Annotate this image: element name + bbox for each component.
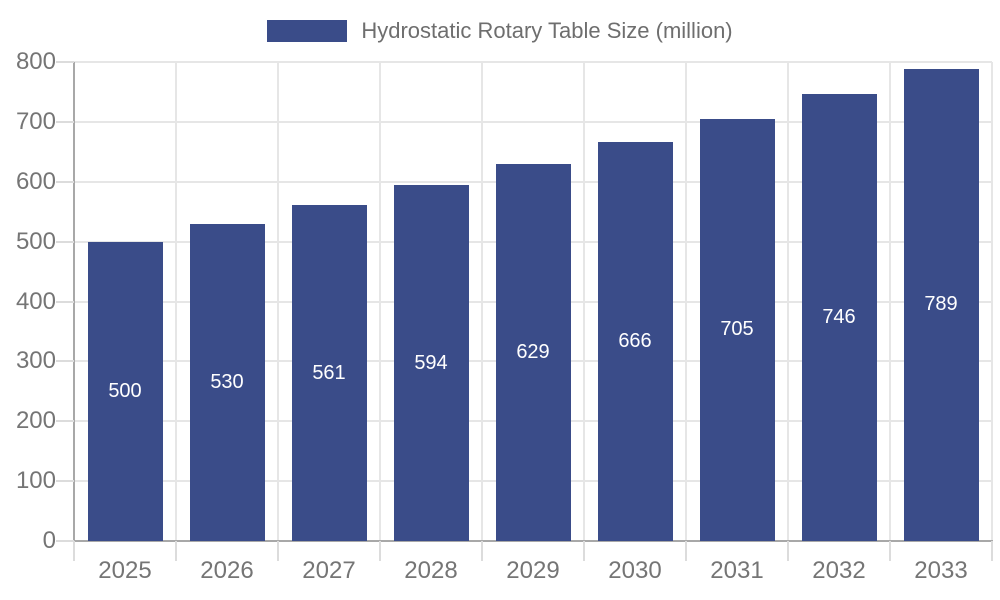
legend[interactable]: Hydrostatic Rotary Table Size (million) (0, 18, 1000, 44)
x-tick (73, 541, 75, 561)
x-tick (481, 541, 483, 561)
x-gridline (379, 62, 381, 541)
y-gridline (74, 61, 992, 63)
bar-value-label: 705 (720, 318, 754, 341)
y-tick (56, 300, 74, 303)
bar[interactable]: 500 (87, 241, 163, 541)
x-gridline (583, 62, 585, 541)
x-tick-label: 2025 (98, 557, 152, 584)
x-tick (277, 541, 279, 561)
x-tick-label: 2028 (404, 557, 458, 584)
bar-value-label: 666 (618, 330, 652, 353)
x-tick-label: 2032 (812, 557, 866, 584)
bar[interactable]: 594 (393, 185, 469, 541)
x-axis-line (73, 540, 993, 542)
y-tick-label: 100 (15, 467, 56, 495)
y-tick (56, 61, 74, 63)
x-tick-label: 2026 (200, 557, 254, 584)
x-gridline (277, 62, 279, 541)
y-tick-label: 0 (42, 527, 56, 554)
bar[interactable]: 705 (699, 118, 775, 541)
x-gridline (787, 62, 789, 541)
x-gridline (175, 62, 177, 541)
y-tick-label: 500 (15, 227, 56, 255)
x-tick (685, 541, 687, 561)
y-tick-label: 700 (15, 107, 56, 135)
bar[interactable]: 789 (903, 68, 979, 541)
y-tick (56, 540, 74, 542)
bar-value-label: 594 (414, 351, 448, 374)
bar[interactable]: 629 (495, 164, 571, 541)
x-tick (379, 541, 381, 561)
x-tick-label: 2027 (302, 557, 356, 584)
y-tick (56, 240, 74, 243)
bar-value-label: 789 (924, 293, 958, 316)
y-tick-label: 400 (15, 287, 56, 315)
bar-value-label: 629 (516, 341, 550, 364)
bar-value-label: 530 (210, 370, 244, 393)
bar[interactable]: 746 (801, 94, 877, 541)
x-gridline (889, 62, 891, 541)
y-tick (56, 420, 74, 423)
x-gridline (991, 62, 993, 541)
bar[interactable]: 666 (597, 142, 673, 541)
bar-value-label: 746 (822, 306, 856, 329)
x-tick (787, 541, 789, 561)
y-tick-label: 300 (15, 347, 56, 375)
y-gridline (74, 120, 992, 123)
x-tick-label: 2031 (710, 557, 764, 584)
legend-swatch (267, 20, 348, 42)
y-tick-label: 200 (15, 407, 56, 435)
x-gridline (481, 62, 483, 541)
bar[interactable]: 561 (291, 205, 367, 541)
bar-value-label: 500 (108, 379, 142, 402)
y-axis-line (73, 62, 75, 541)
x-gridline (685, 62, 687, 541)
legend-label: Hydrostatic Rotary Table Size (million) (361, 18, 733, 43)
y-tick-label: 600 (15, 167, 56, 195)
x-tick (889, 541, 891, 561)
y-tick (56, 120, 74, 123)
y-tick (56, 480, 74, 483)
x-tick (583, 541, 585, 561)
x-tick (991, 541, 993, 561)
x-tick (175, 541, 177, 561)
x-tick-label: 2030 (608, 557, 662, 584)
x-tick-label: 2033 (914, 557, 968, 584)
bar-value-label: 561 (312, 361, 346, 384)
y-tick (56, 360, 74, 363)
y-tick (56, 180, 74, 183)
bar[interactable]: 530 (189, 223, 265, 541)
x-tick-label: 2029 (506, 557, 560, 584)
y-tick-label: 800 (15, 48, 56, 75)
